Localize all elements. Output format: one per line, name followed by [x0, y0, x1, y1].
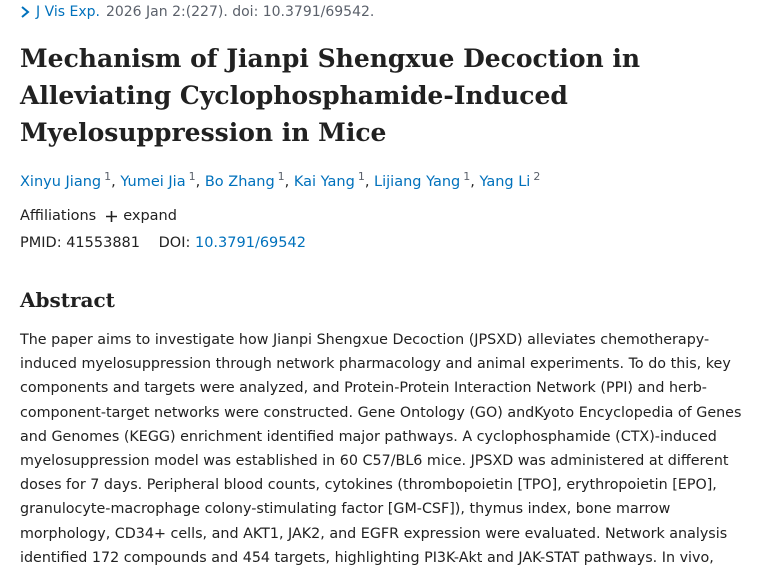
author-affiliation[interactable]: 1: [357, 170, 365, 183]
plus-icon: [106, 210, 118, 222]
author-name[interactable]: Yumei Jia: [120, 173, 186, 190]
author-separator: ,: [195, 173, 201, 190]
author-name[interactable]: Yang Li: [479, 173, 531, 190]
author-separator: ,: [284, 173, 290, 190]
doi-label: DOI:: [158, 235, 191, 251]
article-title: Mechanism of Jianpi Shengxue Decoction i…: [20, 44, 641, 147]
abstract-text: The paper aims to investigate how Jianpi…: [20, 332, 742, 566]
author-affiliation[interactable]: 1: [277, 170, 285, 183]
author-name[interactable]: Bo Zhang: [204, 173, 275, 190]
author-separator: ,: [364, 173, 370, 190]
author-affiliation[interactable]: 1: [104, 170, 112, 183]
author-separator: ,: [111, 173, 116, 190]
author-name[interactable]: Xinyu Jiang: [20, 173, 102, 190]
author-list: Xinyu Jiang 1, Yumei Jia 1, Bo Zhang 1, Kai…: [20, 170, 540, 190]
affiliations-label: Affiliations: [20, 208, 97, 224]
author-affiliation[interactable]: 1: [188, 170, 196, 183]
pmid-value: 41553881: [66, 235, 141, 251]
citation-details: 2026 Jan 2:(227). doi: 10.3791/69542.: [105, 4, 375, 20]
affiliations: Affiliations expand: [20, 208, 177, 224]
doi-link[interactable]: 10.3791/69542: [194, 235, 306, 251]
chevron-icon: [21, 6, 30, 18]
identifiers: PMID: 41553881 DOI: 10.3791/69542: [20, 235, 306, 251]
citation: J Vis Exp. 2026 Jan 2:(227). doi: 10.379…: [20, 4, 374, 20]
expand-toggle[interactable]: expand: [106, 208, 177, 224]
expand-label[interactable]: expand: [123, 208, 177, 224]
pmid-label: PMID:: [20, 235, 62, 251]
author-separator: ,: [470, 173, 475, 190]
author-affiliation[interactable]: 1: [463, 170, 471, 183]
author-name[interactable]: Lijiang Yang: [374, 173, 461, 190]
author-name[interactable]: Kai Yang: [293, 173, 355, 190]
abstract-heading: Abstract: [20, 288, 115, 312]
journal-link[interactable]: J Vis Exp.: [36, 4, 100, 20]
author-affiliation[interactable]: 2: [533, 170, 541, 183]
